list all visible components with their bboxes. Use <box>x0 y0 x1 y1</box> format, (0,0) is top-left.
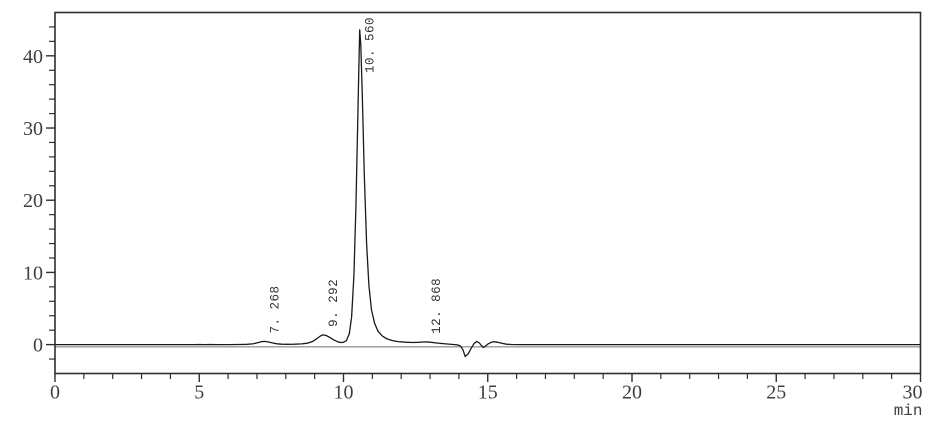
x-tick-label: 15 <box>478 382 498 404</box>
signal-trace <box>54 29 922 358</box>
x-tick-label: 0 <box>50 382 60 404</box>
y-tick-label: 20 <box>23 190 43 212</box>
y-axis: 0 10 20 30 40 <box>23 26 55 360</box>
peak-labels: 7. 268 9. 292 10. 560 12. 868 <box>269 17 445 334</box>
y-tick-label: 40 <box>23 46 43 68</box>
peak-rt-label: 9. 292 <box>327 279 341 327</box>
x-tick-label: 25 <box>766 382 786 404</box>
plot-frame <box>54 11 922 375</box>
y-tick-label: 30 <box>23 118 43 140</box>
x-axis-unit-label: min <box>894 402 923 420</box>
y-tick-label: 10 <box>23 262 43 284</box>
x-tick-label: 20 <box>622 382 642 404</box>
x-tick-label: 5 <box>194 382 204 404</box>
y-tick-label: 0 <box>33 335 43 357</box>
peak-rt-label: 12. 868 <box>430 278 444 334</box>
x-tick-label: 10 <box>334 382 354 404</box>
peak-rt-label: 7. 268 <box>269 285 283 333</box>
x-tick-label: 30 <box>903 382 923 404</box>
peak-rt-label: 10. 560 <box>364 17 378 73</box>
